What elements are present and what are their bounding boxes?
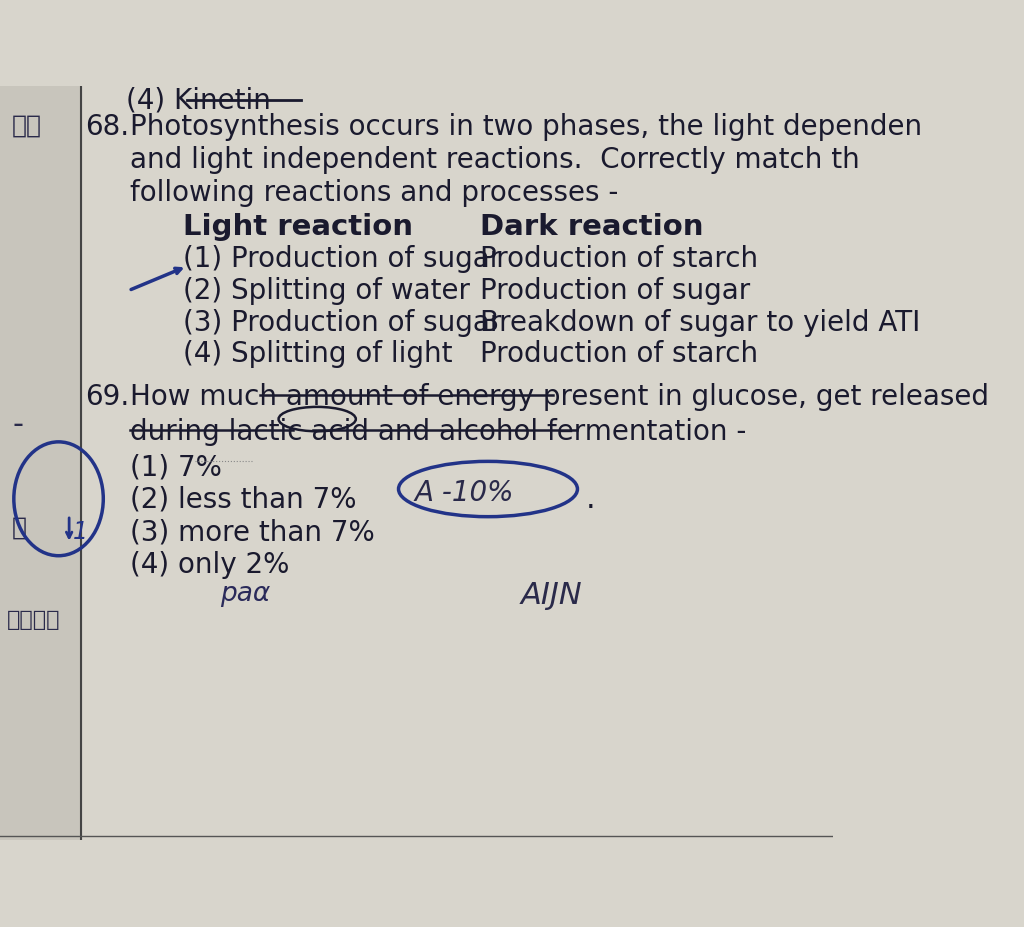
Text: (1) 7%: (1) 7% (130, 453, 222, 481)
Text: (1) Production of sugar: (1) Production of sugar (183, 245, 501, 273)
Text: How much amount of energy present in glucose, get released: How much amount of energy present in glu… (130, 383, 989, 411)
Text: .: . (586, 485, 595, 514)
Text: AIJN: AIJN (520, 580, 583, 609)
Text: (2) Splitting of water: (2) Splitting of water (183, 276, 470, 305)
Text: Production of starch: Production of starch (480, 245, 758, 273)
Text: (3) more than 7%: (3) more than 7% (130, 518, 375, 546)
Text: Production of sugar: Production of sugar (480, 276, 751, 305)
Text: Photosynthesis occurs in two phases, the light dependen: Photosynthesis occurs in two phases, the… (130, 113, 923, 141)
Bar (0, 86, 81, 841)
Text: 68.: 68. (85, 113, 129, 141)
Text: Light reaction: Light reaction (183, 213, 413, 241)
Text: (4) only 2%: (4) only 2% (130, 551, 290, 578)
Text: (4) Splitting of light: (4) Splitting of light (183, 340, 453, 368)
Text: न: न (12, 515, 28, 540)
Text: 69.: 69. (85, 383, 130, 411)
Text: and light independent reactions.  Correctly match th: and light independent reactions. Correct… (130, 146, 860, 173)
Text: (2) less than 7%: (2) less than 7% (130, 486, 356, 514)
Text: during lactic acid and alcohol fermentation -: during lactic acid and alcohol fermentat… (130, 418, 746, 446)
Text: या: या (12, 113, 42, 137)
Text: A -10%: A -10% (415, 479, 514, 507)
Text: -: - (12, 410, 24, 438)
Text: Dark reaction: Dark reaction (480, 213, 703, 241)
Text: 1: 1 (73, 519, 88, 543)
Text: (4) Kinetin: (4) Kinetin (126, 86, 271, 115)
Text: प्रत: प्रत (6, 609, 60, 629)
Text: Production of starch: Production of starch (480, 340, 758, 368)
Text: (3) Production of sugar: (3) Production of sugar (183, 309, 502, 337)
Text: following reactions and processes -: following reactions and processes - (130, 178, 618, 207)
Text: Breakdown of sugar to yield ATI: Breakdown of sugar to yield ATI (480, 309, 921, 337)
Text: paα: paα (219, 580, 270, 606)
